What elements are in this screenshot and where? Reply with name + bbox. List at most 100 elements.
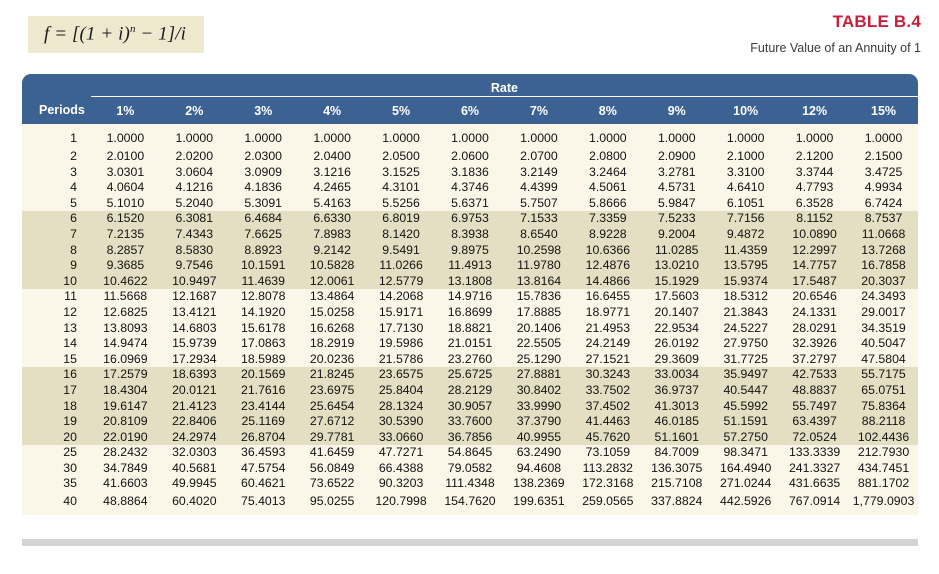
table-head: Rate Periods 1% 2% 3% 4% 5% 6% 7% 8% 9% … bbox=[22, 74, 918, 124]
table-cell: 13.8093 bbox=[103, 320, 148, 335]
table-cell: 45.5992 bbox=[723, 398, 768, 413]
column-header-row: Periods 1% 2% 3% 4% 5% 6% 7% 8% 9% 10% 1… bbox=[22, 96, 918, 124]
table-cell: 8.7537 bbox=[864, 211, 903, 226]
table-cell: 7.6625 bbox=[244, 226, 283, 241]
table-cell: 75.8364 bbox=[861, 398, 906, 413]
table-row: 9 9.3685 9.7546 10.1591 10.5828 11.0266 11.491… bbox=[22, 258, 918, 274]
table-cell: 7.1533 bbox=[520, 211, 558, 226]
table-cell: 5.9847 bbox=[657, 195, 696, 210]
table-cell: 48.8864 bbox=[103, 493, 148, 508]
table-cell: 11.4639 bbox=[241, 273, 285, 288]
table-cell: 41.6603 bbox=[103, 476, 148, 491]
table-cell: 4.6410 bbox=[726, 180, 765, 195]
column-header-rate-15: 15% bbox=[849, 96, 918, 124]
table-cell: 14.2068 bbox=[378, 289, 424, 304]
column-header-rate-3: 3% bbox=[228, 96, 298, 124]
table-cell: 24.1331 bbox=[792, 304, 837, 319]
table-cell: 22.0190 bbox=[103, 429, 148, 444]
column-header-rate-10: 10% bbox=[711, 96, 781, 124]
table-cell: 9.2142 bbox=[313, 242, 351, 257]
table-cell: 60.4020 bbox=[172, 493, 217, 508]
table-cell: 133.3339 bbox=[788, 445, 841, 460]
table-cell: 2.0500 bbox=[382, 149, 420, 163]
table-cell: 34.3519 bbox=[861, 320, 906, 335]
table-cell: 10.6366 bbox=[585, 242, 631, 257]
table-cell: 18.9771 bbox=[585, 304, 631, 319]
table-cell: 25.8404 bbox=[378, 382, 424, 397]
table-cell: 3.2464 bbox=[589, 164, 627, 179]
table-cell: 47.7271 bbox=[378, 445, 424, 460]
table-row: 12 12.6825 13.4121 14.1920 15.0258 15.9171 16.… bbox=[22, 304, 918, 321]
table-cell: 25.6454 bbox=[309, 398, 355, 413]
table-cell: 24.3493 bbox=[861, 289, 906, 304]
table-row: 14 14.9474 15.9739 17.0863 18.2919 19.5986 21.… bbox=[22, 336, 918, 352]
table-cell: 30.3243 bbox=[585, 367, 631, 382]
table-cell: 49.9945 bbox=[172, 476, 217, 491]
table-cell: 14.6803 bbox=[172, 320, 217, 335]
table-cell: 73.1059 bbox=[585, 445, 631, 460]
table-cell: 90.3203 bbox=[378, 476, 424, 491]
table-cell: 212.7930 bbox=[857, 445, 910, 460]
table-cell: 18.5989 bbox=[241, 351, 286, 366]
table-cell: 6.7424 bbox=[864, 195, 903, 210]
table-cell: 26.0192 bbox=[654, 336, 699, 351]
table-cell: 11.4359 bbox=[723, 242, 768, 257]
table-cell: 13.4864 bbox=[309, 289, 355, 304]
table-cell: 23.4144 bbox=[241, 398, 286, 413]
table-cell: 16.6455 bbox=[585, 289, 631, 304]
table-cell: 4.3101 bbox=[382, 180, 420, 195]
table-cell: 9.4872 bbox=[726, 226, 765, 241]
table-cell: 2.0300 bbox=[244, 149, 283, 163]
table-cell: 66.4388 bbox=[378, 460, 424, 475]
table-row: 1 1.0000 1.0000 1.0000 1.0000 1.0000 1.0000 1.0… bbox=[22, 124, 918, 149]
table-cell: 102.4436 bbox=[857, 429, 910, 444]
table-cell: 2.0900 bbox=[657, 149, 696, 163]
table-row: 7 7.2135 7.4343 7.6625 7.8983 8.1420 8.3938 8.6… bbox=[22, 226, 918, 243]
table-row: 17 18.4304 20.0121 21.7616 23.6975 25.8404 28.… bbox=[22, 382, 918, 399]
table-cell: 1.0000 bbox=[795, 131, 834, 146]
table-cell: 3.0604 bbox=[175, 164, 214, 179]
table-cell: 11.0285 bbox=[654, 242, 699, 257]
column-header-periods: Periods bbox=[22, 96, 91, 124]
row-period-label: 7 bbox=[70, 226, 77, 241]
table-row: 20 22.0190 24.2974 26.8704 29.7781 33.0660 36.… bbox=[22, 429, 918, 446]
table-cell: 767.0914 bbox=[788, 493, 841, 508]
table-cell: 31.7725 bbox=[723, 351, 768, 366]
table-cell: 113.2832 bbox=[582, 460, 634, 475]
table-cell: 2.0200 bbox=[175, 149, 214, 163]
table-cell: 27.9750 bbox=[723, 336, 768, 351]
table-cell: 1.0000 bbox=[726, 131, 765, 146]
table-cell: 21.8245 bbox=[309, 367, 355, 382]
table-cell: 18.8821 bbox=[447, 320, 493, 335]
table-cell: 33.0034 bbox=[654, 367, 699, 382]
column-header-rate-2: 2% bbox=[159, 96, 229, 124]
table-cell: 8.2857 bbox=[106, 242, 145, 257]
table-cell: 17.8885 bbox=[516, 304, 562, 319]
table-cell: 337.8824 bbox=[651, 493, 703, 508]
table-cell: 16.8699 bbox=[447, 304, 493, 319]
row-period-label: 13 bbox=[63, 320, 77, 335]
table-cell: 11.9780 bbox=[517, 258, 561, 273]
row-period-label: 25 bbox=[63, 445, 77, 460]
table-cell: 120.7998 bbox=[375, 493, 427, 508]
table-cell: 8.1152 bbox=[796, 211, 833, 226]
table-cell: 13.8164 bbox=[516, 273, 562, 288]
column-header-rate-9: 9% bbox=[642, 96, 712, 124]
table-cell: 47.5754 bbox=[241, 460, 286, 475]
table-row: 10 10.4622 10.9497 11.4639 12.0061 12.5779 13.… bbox=[22, 273, 918, 290]
table-cell: 29.3609 bbox=[654, 351, 699, 366]
table-cell: 30.5390 bbox=[378, 414, 424, 429]
table-cell: 21.7616 bbox=[241, 382, 286, 397]
row-period-label: 35 bbox=[63, 476, 77, 491]
table-cell: 15.9739 bbox=[172, 336, 217, 351]
row-period-label: 6 bbox=[70, 211, 77, 226]
table-cell: 19.5986 bbox=[378, 336, 424, 351]
table-cell: 241.3327 bbox=[788, 460, 841, 475]
table-cell: 32.0303 bbox=[172, 445, 217, 460]
table-cell: 23.6575 bbox=[378, 367, 424, 382]
table-cell: 442.5926 bbox=[720, 493, 772, 508]
table-cell: 26.8704 bbox=[241, 429, 286, 444]
table-row: 15 16.0969 17.2934 18.5989 20.0236 21.5786 23.… bbox=[22, 351, 918, 368]
table-cell: 57.2750 bbox=[723, 429, 768, 444]
table-cell: 2.0600 bbox=[451, 149, 489, 163]
